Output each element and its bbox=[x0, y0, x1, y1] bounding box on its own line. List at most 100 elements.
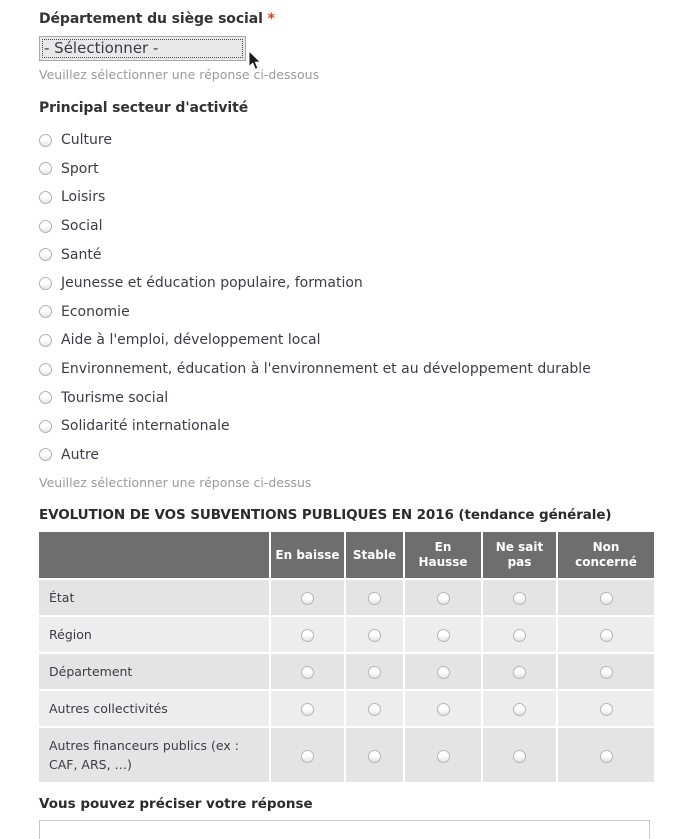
matrix-option-cell[interactable] bbox=[482, 652, 558, 691]
matrix-section: EVOLUTION DE VOS SUBVENTIONS PUBLIQUES E… bbox=[39, 507, 654, 783]
table-header-cell: Stable bbox=[345, 532, 405, 580]
radio-label: Social bbox=[61, 218, 103, 235]
table-row: Autres collectivités bbox=[39, 689, 654, 728]
radio-icon[interactable] bbox=[436, 703, 450, 717]
radio-icon[interactable] bbox=[39, 391, 52, 405]
matrix-option-cell[interactable] bbox=[482, 578, 558, 617]
list-item[interactable]: Santé bbox=[39, 240, 650, 269]
matrix-option-cell[interactable] bbox=[270, 652, 346, 691]
radio-icon[interactable] bbox=[368, 749, 381, 763]
matrix-section-title: EVOLUTION DE VOS SUBVENTIONS PUBLIQUES E… bbox=[39, 507, 612, 524]
matrix-option-cell[interactable] bbox=[482, 726, 558, 783]
radio-label: Sport bbox=[61, 160, 99, 177]
matrix-option-cell[interactable] bbox=[482, 689, 558, 728]
matrix-option-cell[interactable] bbox=[557, 726, 654, 783]
question-secteur-label: Principal secteur d'activité bbox=[39, 100, 249, 116]
radio-icon[interactable] bbox=[301, 666, 314, 680]
secteur-help-text: Veuillez sélectionner une réponse ci-des… bbox=[39, 475, 312, 491]
list-item[interactable]: Aide à l'emploi, développement local bbox=[39, 326, 650, 355]
matrix-option-cell[interactable] bbox=[270, 615, 346, 654]
radio-icon[interactable] bbox=[301, 703, 314, 717]
matrix-option-cell[interactable] bbox=[404, 726, 483, 783]
radio-icon[interactable] bbox=[39, 162, 52, 176]
radio-icon[interactable] bbox=[368, 666, 381, 680]
matrix-option-cell[interactable] bbox=[404, 615, 483, 654]
radio-icon[interactable] bbox=[39, 419, 52, 433]
list-item[interactable]: Sport bbox=[39, 155, 650, 184]
radio-icon[interactable] bbox=[301, 749, 314, 763]
radio-icon[interactable] bbox=[436, 592, 450, 606]
row-label: État bbox=[39, 578, 271, 617]
matrix-option-cell[interactable] bbox=[557, 652, 654, 691]
table-row: Département bbox=[39, 652, 654, 691]
list-item[interactable]: Culture bbox=[39, 126, 650, 155]
matrix-option-cell[interactable] bbox=[345, 689, 405, 728]
list-item[interactable]: Jeunesse et éducation populaire, formati… bbox=[39, 269, 650, 298]
radio-icon[interactable] bbox=[436, 629, 450, 643]
list-item[interactable]: Social bbox=[39, 212, 650, 241]
list-item[interactable]: Loisirs bbox=[39, 183, 650, 212]
radio-icon[interactable] bbox=[513, 666, 526, 680]
matrix-option-cell[interactable] bbox=[404, 578, 483, 617]
matrix-option-cell[interactable] bbox=[557, 578, 654, 617]
radio-icon[interactable] bbox=[513, 749, 526, 763]
radio-icon[interactable] bbox=[513, 592, 526, 606]
list-item[interactable]: Solidarité internationale bbox=[39, 412, 650, 441]
radio-icon[interactable] bbox=[301, 592, 314, 606]
radio-icon[interactable] bbox=[368, 592, 381, 606]
radio-icon[interactable] bbox=[368, 703, 381, 717]
radio-icon[interactable] bbox=[436, 749, 450, 763]
radio-icon[interactable] bbox=[368, 629, 381, 643]
radio-icon[interactable] bbox=[39, 133, 52, 147]
radio-icon[interactable] bbox=[599, 749, 613, 763]
matrix-option-cell[interactable] bbox=[557, 615, 654, 654]
radio-icon[interactable] bbox=[599, 629, 613, 643]
radio-icon[interactable] bbox=[39, 276, 52, 290]
table-row: État bbox=[39, 578, 654, 617]
row-label: Région bbox=[39, 615, 271, 654]
radio-icon[interactable] bbox=[599, 703, 613, 717]
radio-icon[interactable] bbox=[436, 666, 450, 680]
matrix-option-cell[interactable] bbox=[270, 689, 346, 728]
matrix-option-cell[interactable] bbox=[270, 578, 346, 617]
matrix-option-cell[interactable] bbox=[345, 615, 405, 654]
radio-icon[interactable] bbox=[39, 305, 52, 319]
radio-icon[interactable] bbox=[513, 703, 526, 717]
departement-select[interactable]: - Sélectionner - bbox=[39, 36, 246, 61]
radio-label: Loisirs bbox=[61, 189, 106, 206]
question-departement: Département du siège social * - Sélectio… bbox=[39, 0, 650, 83]
row-label: Autres financeurs publics (ex : CAF, ARS… bbox=[39, 726, 271, 783]
radio-icon[interactable] bbox=[599, 592, 613, 606]
radio-icon[interactable] bbox=[599, 666, 613, 680]
matrix-option-cell[interactable] bbox=[404, 689, 483, 728]
table-header-row: En baisse Stable En Hausse Ne sait pas N… bbox=[39, 532, 654, 580]
radio-icon[interactable] bbox=[39, 362, 52, 376]
list-item[interactable]: Tourisme social bbox=[39, 383, 650, 412]
radio-icon[interactable] bbox=[39, 248, 52, 262]
list-item[interactable]: Autre bbox=[39, 441, 650, 470]
radio-icon[interactable] bbox=[39, 333, 52, 347]
comment-label: Vous pouvez préciser votre réponse bbox=[39, 796, 313, 813]
radio-icon[interactable] bbox=[39, 190, 52, 204]
radio-icon[interactable] bbox=[301, 629, 314, 643]
matrix-option-cell[interactable] bbox=[345, 726, 405, 783]
radio-icon[interactable] bbox=[513, 629, 526, 643]
table-header-cell: Ne sait pas bbox=[482, 532, 558, 580]
radio-icon[interactable] bbox=[39, 448, 52, 462]
matrix-option-cell[interactable] bbox=[345, 578, 405, 617]
radio-label: Economie bbox=[61, 303, 130, 320]
radio-label: Environnement, éducation à l'environneme… bbox=[61, 361, 591, 378]
list-item[interactable]: Environnement, éducation à l'environneme… bbox=[39, 355, 650, 384]
table-header-cell: En baisse bbox=[270, 532, 346, 580]
table-header-corner bbox=[39, 532, 271, 580]
radio-label: Santé bbox=[61, 246, 102, 263]
matrix-option-cell[interactable] bbox=[270, 726, 346, 783]
matrix-option-cell[interactable] bbox=[345, 652, 405, 691]
matrix-option-cell[interactable] bbox=[404, 652, 483, 691]
matrix-option-cell[interactable] bbox=[557, 689, 654, 728]
comment-textarea[interactable] bbox=[39, 820, 650, 839]
list-item[interactable]: Economie bbox=[39, 298, 650, 327]
matrix-option-cell[interactable] bbox=[482, 615, 558, 654]
radio-icon[interactable] bbox=[39, 219, 52, 233]
